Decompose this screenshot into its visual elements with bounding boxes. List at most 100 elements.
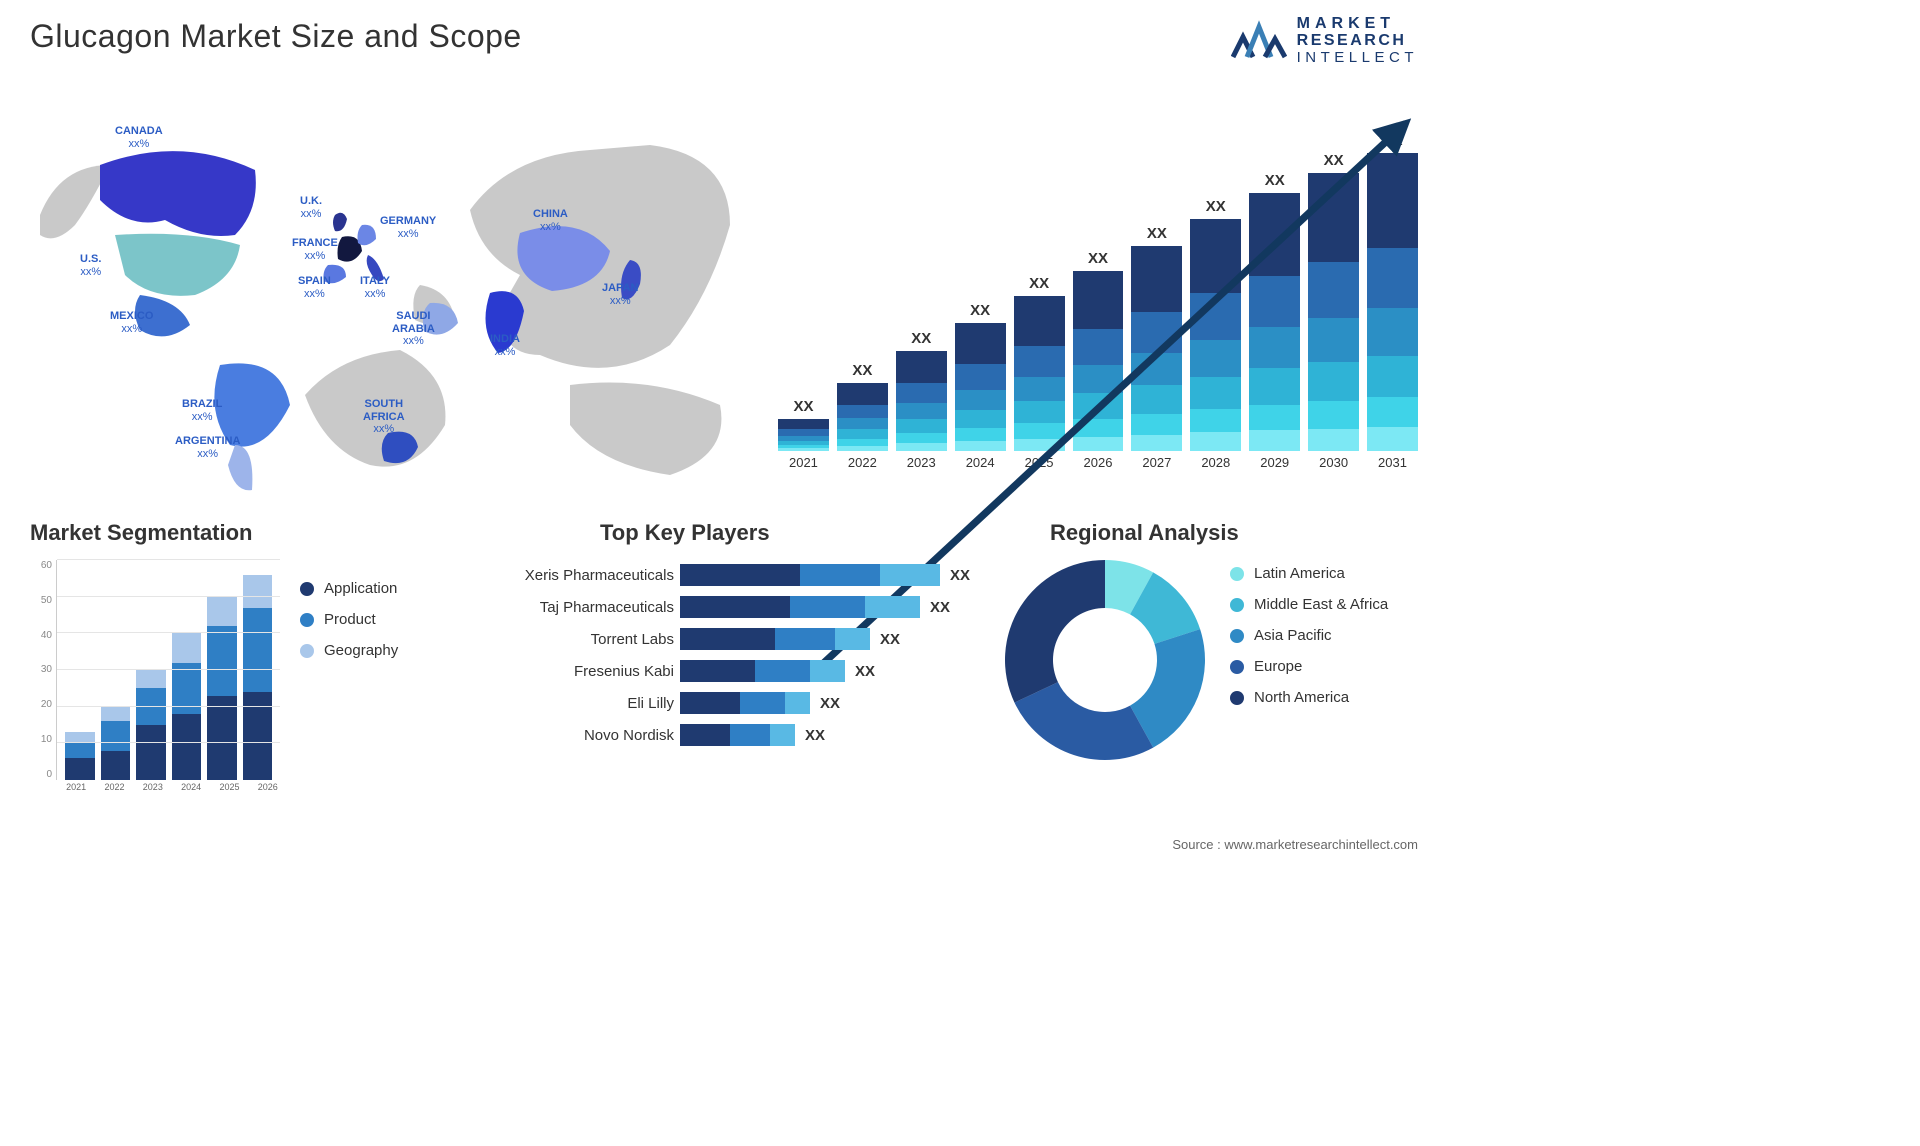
forecast-xaxis-label: 2022 [837, 455, 888, 475]
forecast-xaxis-label: 2027 [1131, 455, 1182, 475]
segmentation-bar-2026 [243, 575, 273, 780]
player-value: XX [820, 695, 840, 712]
forecast-bar-2022: XX [837, 362, 888, 451]
map-label-canada: CANADAxx% [115, 125, 163, 150]
forecast-bar-2028: XX [1190, 198, 1241, 451]
legend-item: Europe [1230, 658, 1430, 675]
key-players-chart: Xeris PharmaceuticalsXXTaj Pharmaceutica… [510, 560, 970, 752]
legend-swatch-icon [1230, 629, 1244, 643]
legend-swatch-icon [1230, 567, 1244, 581]
map-label-china: CHINAxx% [533, 208, 568, 233]
player-name: Xeris Pharmaceuticals [510, 567, 680, 584]
player-row: Xeris Pharmaceuticals XX [510, 560, 970, 590]
map-label-saudi-arabia: SAUDIARABIAxx% [392, 310, 435, 348]
forecast-value-label: XX [1029, 275, 1049, 292]
forecast-value-label: XX [1383, 132, 1403, 149]
legend-swatch-icon [1230, 691, 1244, 705]
player-value: XX [855, 663, 875, 680]
donut-slice [1015, 682, 1154, 760]
forecast-value-label: XX [1265, 172, 1285, 189]
forecast-value-label: XX [1324, 152, 1344, 169]
segmentation-chart: 0102030405060 202120222023202420252026 [30, 560, 280, 800]
forecast-xaxis-label: 2029 [1249, 455, 1300, 475]
legend-swatch-icon [1230, 598, 1244, 612]
forecast-value-label: XX [911, 330, 931, 347]
player-name: Taj Pharmaceuticals [510, 599, 680, 616]
legend-item: Product [300, 611, 460, 628]
forecast-xaxis-label: 2025 [1014, 455, 1065, 475]
player-row: Taj Pharmaceuticals XX [510, 592, 970, 622]
map-label-argentina: ARGENTINAxx% [175, 435, 240, 460]
segmentation-bar-2021 [65, 732, 95, 780]
forecast-bar-2029: XX [1249, 172, 1300, 451]
page-title: Glucagon Market Size and Scope [30, 18, 522, 55]
map-label-japan: JAPANxx% [602, 282, 638, 307]
forecast-xaxis-label: 2026 [1073, 455, 1124, 475]
player-name: Novo Nordisk [510, 727, 680, 744]
forecast-xaxis-label: 2031 [1367, 455, 1418, 475]
player-row: Torrent LabsXX [510, 624, 970, 654]
forecast-chart: XX XX XX XX XX XX XX XX XX XX XX 2021 2022 2023 2024 2… [778, 95, 1418, 475]
map-label-u-s-: U.S.xx% [80, 253, 101, 278]
legend-swatch-icon [300, 582, 314, 596]
logo-line-1: MARKET [1297, 16, 1418, 33]
forecast-value-label: XX [1206, 198, 1226, 215]
forecast-xaxis-label: 2021 [778, 455, 829, 475]
source-citation: Source : www.marketresearchintellect.com [1172, 837, 1418, 852]
player-row: Eli Lilly XX [510, 688, 970, 718]
map-label-mexico: MEXICOxx% [110, 310, 153, 335]
legend-item: Geography [300, 642, 460, 659]
legend-swatch-icon [300, 613, 314, 627]
forecast-bar-2027: XX [1131, 225, 1182, 451]
legend-swatch-icon [300, 644, 314, 658]
players-title: Top Key Players [600, 520, 770, 546]
map-label-india: INDIAxx% [490, 333, 520, 358]
logo-line-3: INTELLECT [1297, 50, 1418, 66]
map-label-germany: GERMANYxx% [380, 215, 436, 240]
logo-line-2: RESEARCH [1297, 33, 1418, 50]
forecast-xaxis-label: 2028 [1190, 455, 1241, 475]
forecast-bar-2024: XX [955, 302, 1006, 451]
segmentation-title: Market Segmentation [30, 520, 253, 546]
forecast-xaxis-label: 2030 [1308, 455, 1359, 475]
map-label-south-africa: SOUTHAFRICAxx% [363, 398, 405, 436]
map-label-u-k-: U.K.xx% [300, 195, 322, 220]
player-value: XX [880, 631, 900, 648]
map-label-spain: SPAINxx% [298, 275, 331, 300]
legend-item: Application [300, 580, 460, 597]
forecast-value-label: XX [852, 362, 872, 379]
map-label-brazil: BRAZILxx% [182, 398, 222, 423]
regional-donut [1000, 555, 1210, 765]
forecast-value-label: XX [970, 302, 990, 319]
forecast-value-label: XX [1088, 250, 1108, 267]
map-label-france: FRANCExx% [292, 237, 338, 262]
regional-legend: Latin America Middle East & Africa Asia Pa… [1230, 565, 1430, 720]
segmentation-bar-2023 [136, 670, 166, 780]
segmentation-bar-2025 [207, 597, 237, 780]
player-row: Novo Nordisk XX [510, 720, 970, 750]
segmentation-bar-2022 [101, 707, 131, 780]
forecast-bar-2021: XX [778, 398, 829, 451]
legend-item: Latin America [1230, 565, 1430, 582]
regional-title: Regional Analysis [1050, 520, 1239, 546]
player-name: Fresenius Kabi [510, 663, 680, 680]
player-value: XX [805, 727, 825, 744]
legend-item: Asia Pacific [1230, 627, 1430, 644]
map-label-italy: ITALYxx% [360, 275, 390, 300]
player-name: Eli Lilly [510, 695, 680, 712]
segmentation-bar-2024 [172, 633, 202, 780]
forecast-value-label: XX [1147, 225, 1167, 242]
forecast-bar-2030: XX [1308, 152, 1359, 451]
world-map: CANADAxx% U.S.xx% MEXICOxx% BRAZILxx% ARGENT… [30, 95, 730, 495]
player-value: XX [930, 599, 950, 616]
player-value: XX [950, 567, 970, 584]
legend-item: North America [1230, 689, 1430, 706]
forecast-xaxis-label: 2023 [896, 455, 947, 475]
legend-item: Middle East & Africa [1230, 596, 1430, 613]
logo-peaks-icon [1231, 17, 1287, 65]
forecast-bar-2026: XX [1073, 250, 1124, 451]
forecast-bar-2031: XX [1367, 132, 1418, 451]
forecast-value-label: XX [793, 398, 813, 415]
donut-slice [1005, 560, 1105, 703]
forecast-xaxis-label: 2024 [955, 455, 1006, 475]
